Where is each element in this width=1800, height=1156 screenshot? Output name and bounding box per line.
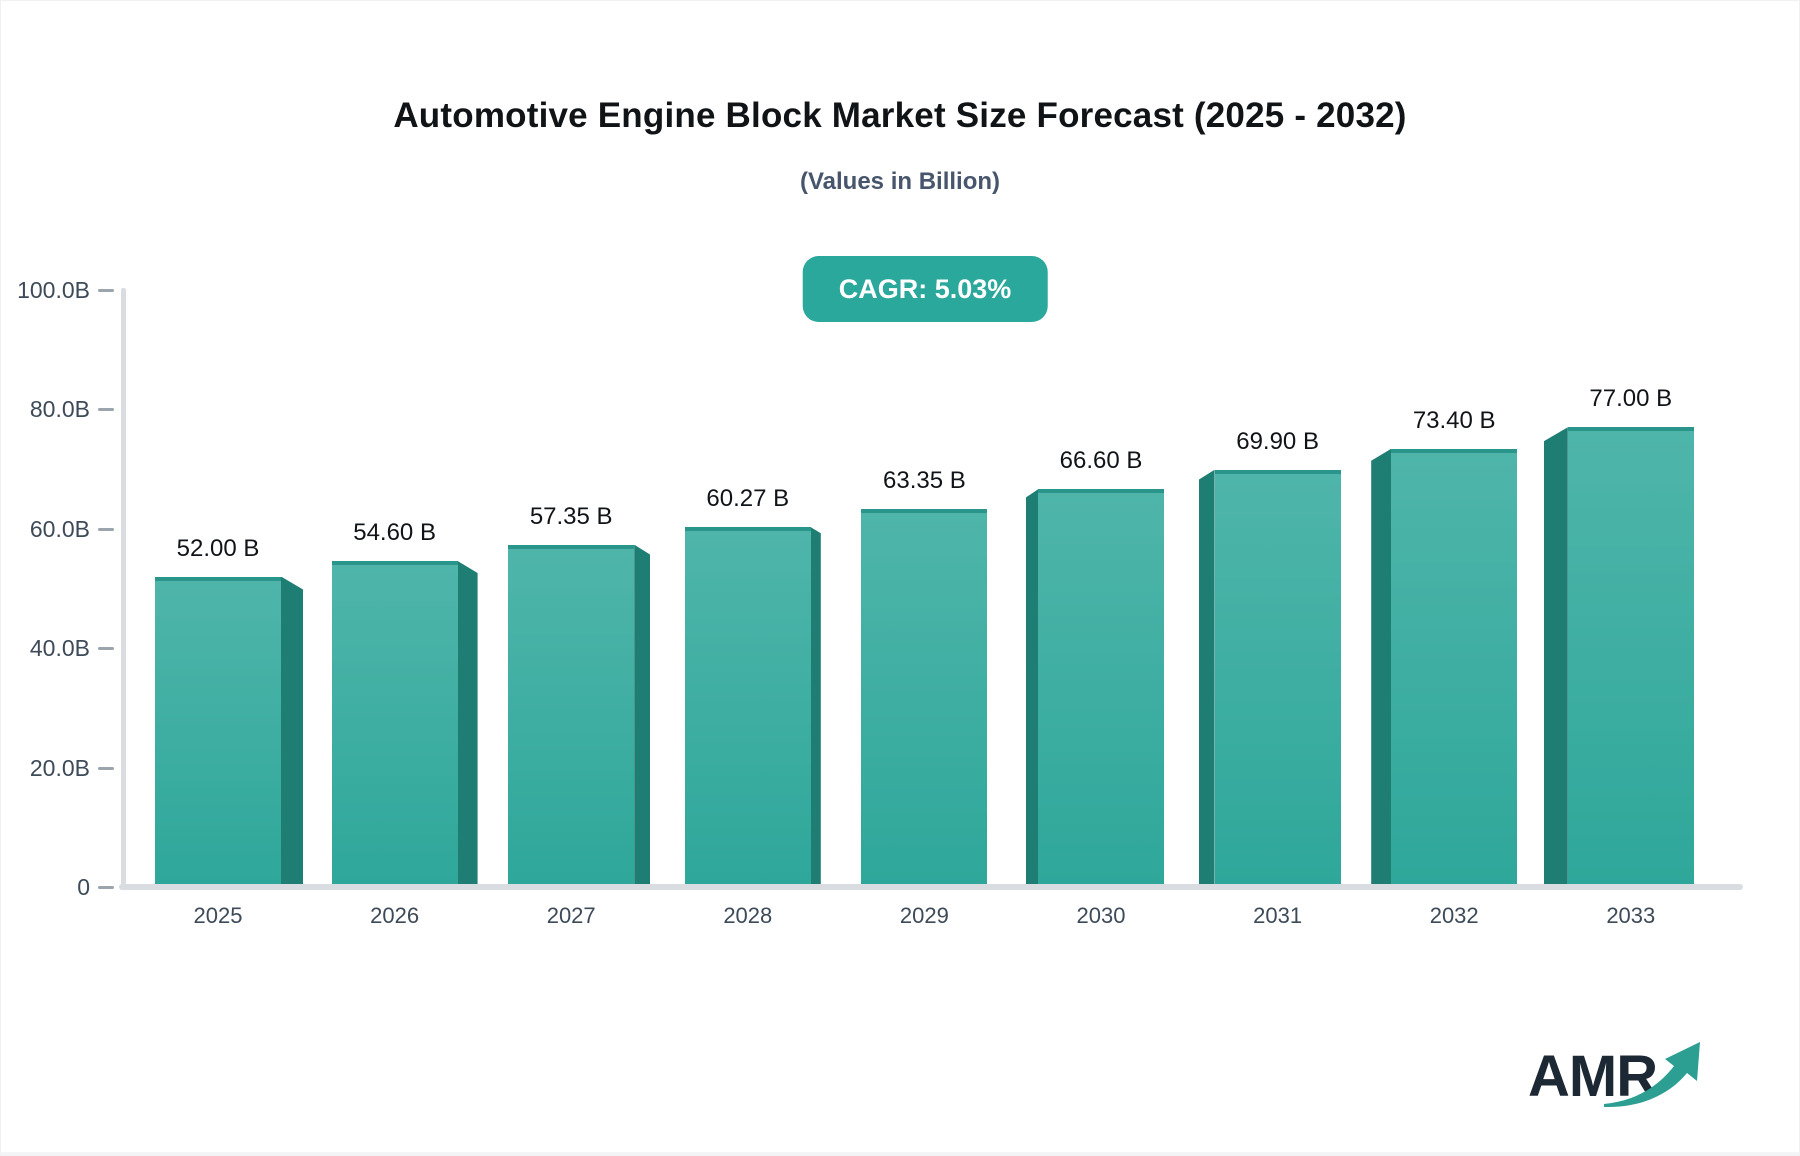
y-tick-label: 40.0B [29,635,90,662]
bar-front-face [331,561,458,887]
x-axis-label: 2031 [1253,903,1303,928]
bar-front-face [1214,469,1341,887]
bar-value-label: 63.35 B [883,466,966,494]
y-tick-label: 80.0B [29,396,90,423]
y-tick [98,647,114,651]
bar-side-face [634,544,651,887]
x-axis-label: 2032 [1429,903,1479,928]
bar-value-label: 57.35 B [529,502,613,530]
bar-side-face [1371,448,1392,887]
bar-side-face [1543,427,1568,887]
y-tick [98,408,114,412]
cagr-badge: CAGR: 5.03% [802,256,1048,322]
bar-front-face [1391,448,1518,887]
y-tick-label: 60.0B [29,515,90,542]
trend-up-arrow-icon [1604,1042,1700,1108]
y-tick [98,527,114,531]
x-axis-label: 2026 [370,903,420,928]
x-axis-label: 2030 [1076,903,1126,928]
bar-front-face [1038,489,1164,887]
bar-front-face [861,508,988,887]
chart-title: Automotive Engine Block Market Size Fore… [393,96,1407,135]
y-axis-line [121,288,126,890]
bar-side-face [810,527,821,887]
x-axis-label: 2033 [1606,903,1656,928]
bar-front-face [684,527,811,887]
bar-front-face [155,576,281,887]
y-tick [98,289,114,292]
y-tick-label: 0 [77,874,90,900]
bar-value-label: 54.60 B [353,519,436,547]
y-tick [98,766,114,770]
bar-side-face [1198,469,1215,887]
bar-value-label: 73.40 B [1412,406,1496,434]
x-axis-label: 2028 [723,903,773,928]
bar-front-face [1567,427,1694,887]
x-axis-line [119,884,1743,890]
x-axis-label: 2025 [193,903,243,928]
y-tick-label: 20.0B [29,754,90,781]
bar-side-face [1026,489,1038,887]
bar-value-label: 77.00 B [1589,385,1673,413]
bar-value-label: 69.90 B [1236,427,1319,455]
bar-value-label: 66.60 B [1059,447,1143,475]
bar-side-face [281,576,303,887]
y-tick-label: 100.0B [17,277,90,303]
bar-value-label: 60.27 B [706,485,790,513]
x-axis-label: 2029 [899,903,949,928]
x-axis-label: 2027 [546,903,596,928]
amr-logo: AMR [1528,1034,1748,1126]
bar-front-face [508,544,635,887]
chart-subtitle: (Values in Billion) [799,168,1001,195]
bar-value-label: 52.00 B [176,534,260,562]
bar-side-face [457,561,478,887]
y-tick [98,886,114,889]
